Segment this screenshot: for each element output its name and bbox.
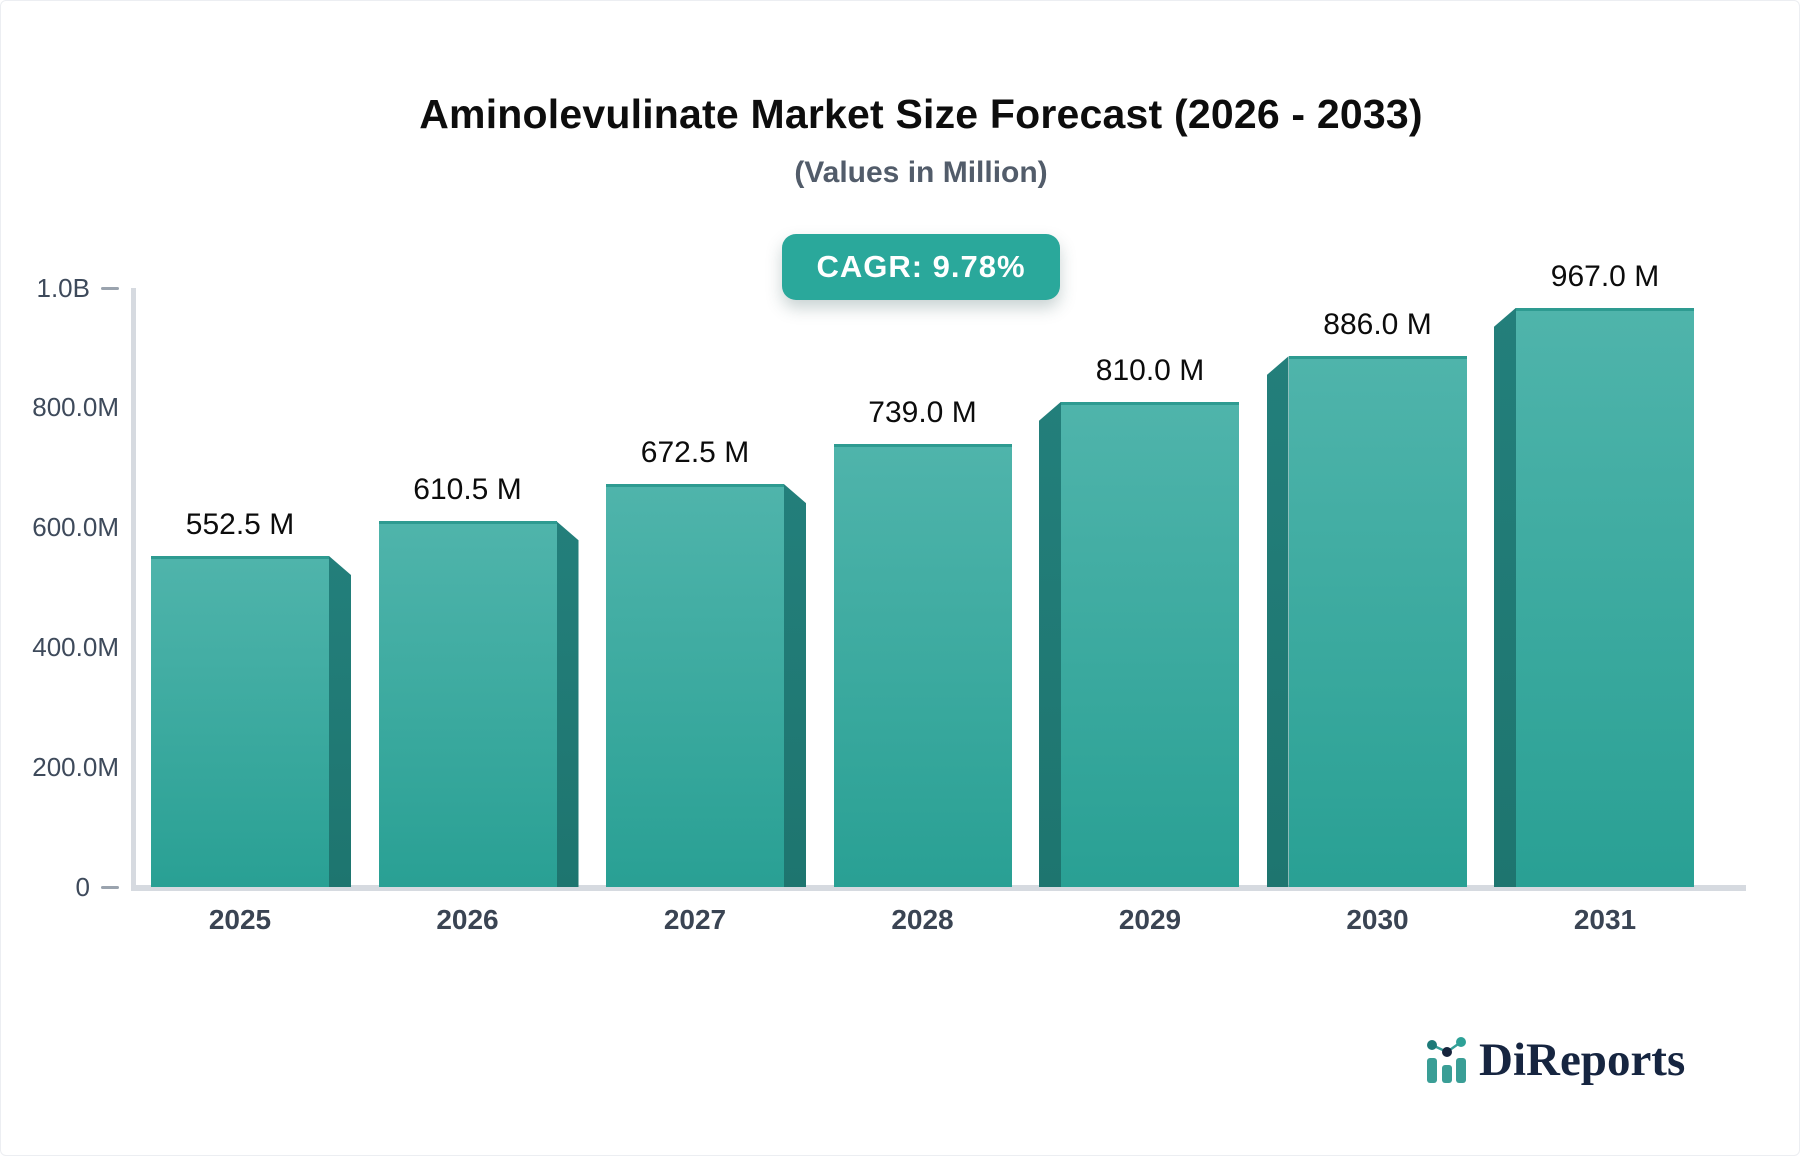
bar-value-label: 886.0 M xyxy=(1323,308,1432,342)
y-tick-label: 600.0M xyxy=(32,512,119,543)
bar-value-label: 967.0 M xyxy=(1550,259,1660,293)
bar-2031 xyxy=(1516,307,1694,887)
y-tick-label: 200.0M xyxy=(32,751,119,782)
bar-side-face xyxy=(1039,401,1061,887)
x-axis-label: 2031 xyxy=(1573,904,1637,935)
bar-2029 xyxy=(1061,401,1239,887)
y-tick-row: 0 xyxy=(76,871,119,903)
bar-value-label: 610.5 M xyxy=(413,473,522,507)
y-axis-tick-labels: 0 200.0M 400.0M 600.0M 800.0M 1.0B xyxy=(1,1,119,1155)
x-axis-label: 2029 xyxy=(1118,904,1182,935)
chart-subtitle: (Values in Million) xyxy=(794,156,1048,189)
direports-logo-icon xyxy=(1427,1037,1466,1083)
bar-2026 xyxy=(378,521,557,887)
bar-2030 xyxy=(1288,356,1467,887)
cagr-badge: CAGR: 9.78% xyxy=(782,234,1060,300)
y-tick-label: 0 xyxy=(75,871,90,902)
bar-2025 xyxy=(151,556,329,887)
bar-value-label: 739.0 M xyxy=(868,396,977,430)
x-axis-label: 2030 xyxy=(1346,904,1409,935)
bar-value-label: 672.5 M xyxy=(640,436,750,470)
y-tick-row: 600.0M xyxy=(32,512,119,544)
bar-side-face xyxy=(784,484,806,887)
y-tick-label: 400.0M xyxy=(32,631,119,662)
y-tick-label: 1.0B xyxy=(36,272,91,303)
y-tick-label: 800.0M xyxy=(32,392,119,423)
chart-title: Aminolevulinate Market Size Forecast (20… xyxy=(419,91,1423,137)
y-axis-line xyxy=(131,288,136,891)
bar-2027 xyxy=(606,484,784,887)
x-axis-line xyxy=(131,885,1746,891)
y-tick-row: 400.0M xyxy=(32,631,119,663)
x-axis-label: 2028 xyxy=(891,904,954,935)
chart-header: Aminolevulinate Market Size Forecast (20… xyxy=(1,1,1799,300)
bar-value-label: 552.5 M xyxy=(185,508,295,542)
y-tick-row: 800.0M xyxy=(32,392,119,424)
y-tick-row: 1.0B xyxy=(36,272,119,304)
y-tick-row: 200.0M xyxy=(32,751,119,783)
x-axis-label: 2027 xyxy=(663,904,727,935)
bar-side-face xyxy=(1266,356,1289,887)
y-tick-dash xyxy=(101,286,119,290)
bar-side-face xyxy=(329,556,351,887)
bar-value-label: 810.0 M xyxy=(1095,353,1205,387)
x-axis-label: 2026 xyxy=(436,904,499,935)
y-tick-dash xyxy=(101,885,119,889)
bar-side-face xyxy=(556,521,579,887)
direports-logo-text: DiReports xyxy=(1479,1034,1686,1086)
x-axis-label: 2025 xyxy=(208,904,272,935)
bar-side-face xyxy=(1494,307,1516,887)
direports-logo: DiReports xyxy=(1425,1037,1685,1084)
bar-2028 xyxy=(833,444,1012,887)
